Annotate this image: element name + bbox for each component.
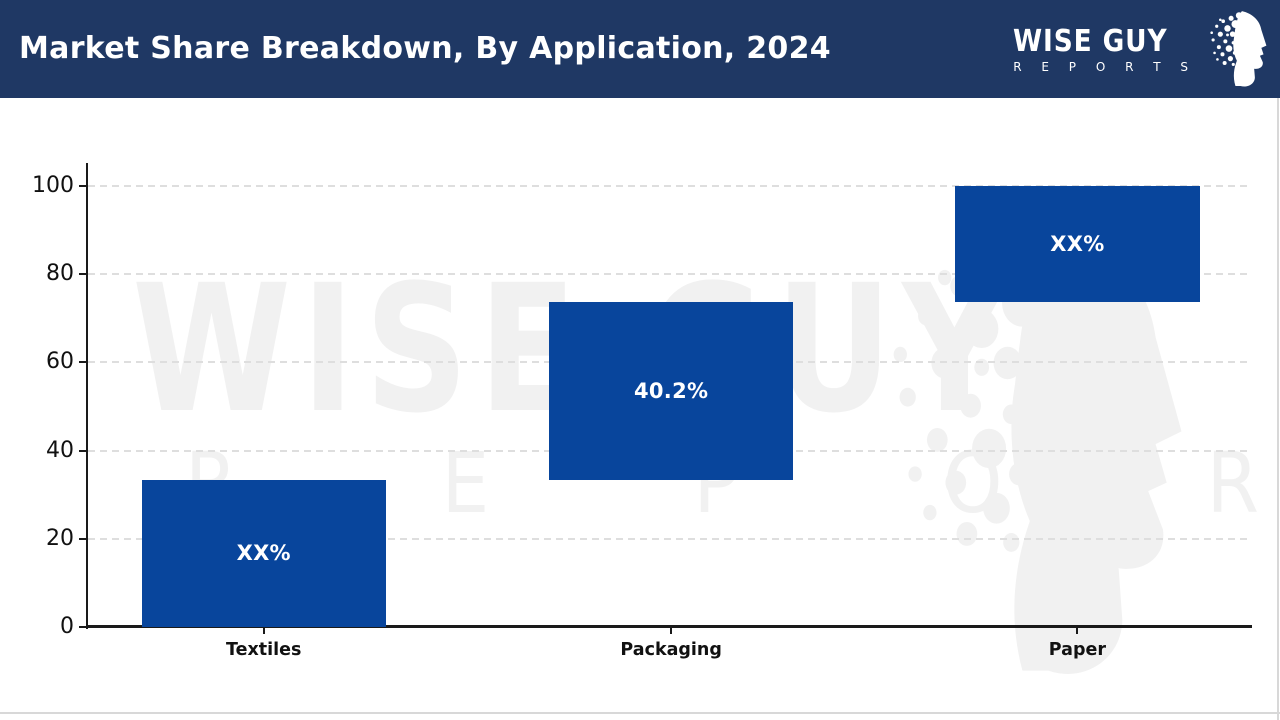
wiseguy-face-icon	[1210, 11, 1267, 87]
bar-packaging: 40.2%	[548, 302, 794, 480]
y-tick-40	[79, 449, 86, 452]
gridline-20	[88, 537, 1252, 540]
y-tick-0	[79, 626, 86, 628]
x-tick-label-paper: Paper	[1048, 640, 1106, 660]
chart-title: Market Share Breakdown, By Application, …	[19, 31, 831, 66]
bar-value-label: 40.2%	[633, 379, 709, 404]
x-tick-label-packaging: Packaging	[620, 640, 722, 660]
bottom-divider	[0, 712, 1280, 714]
y-tick-80	[79, 273, 86, 276]
header-bar: Market Share Breakdown, By Application, …	[0, 0, 1280, 98]
bar-value-label: XX%	[1050, 232, 1105, 257]
y-axis-line	[86, 163, 88, 629]
y-tick-label-100: 100	[32, 173, 74, 198]
bar-textiles: XX%	[141, 479, 386, 627]
x-tick-label-textiles: Textiles	[226, 640, 302, 660]
logo-subtext: R E P O R T S	[1013, 60, 1196, 74]
y-tick-60	[79, 361, 86, 364]
wiseguy-logo: WISE GUY R E P O R T S	[1013, 6, 1270, 94]
plot-area: 0 20 40 60 80 100 XX% Textiles 40.2% Packaging XX%…	[32, 163, 1252, 660]
logo-text: WISE GUY	[1013, 24, 1168, 59]
y-tick-label-40: 40	[46, 437, 74, 463]
gridline-100	[88, 185, 1252, 187]
y-tick-label-80: 80	[46, 261, 74, 287]
right-divider	[1277, 98, 1279, 720]
y-tick-label-20: 20	[46, 525, 74, 551]
bar-value-label: XX%	[236, 541, 291, 566]
y-tick-label-0: 0	[60, 614, 74, 639]
y-tick-label-60: 60	[46, 349, 74, 375]
gridline-80	[88, 273, 1252, 276]
x-tick-paper	[1076, 627, 1079, 634]
x-tick-packaging	[670, 627, 673, 634]
y-tick-20	[79, 537, 86, 540]
x-tick-textiles	[262, 627, 265, 634]
logo-wordmark: WISE GUY R E P O R T S	[1013, 24, 1196, 75]
bar-paper: XX%	[955, 186, 1200, 303]
x-axis-line	[86, 625, 1252, 628]
y-tick-100	[79, 185, 86, 187]
